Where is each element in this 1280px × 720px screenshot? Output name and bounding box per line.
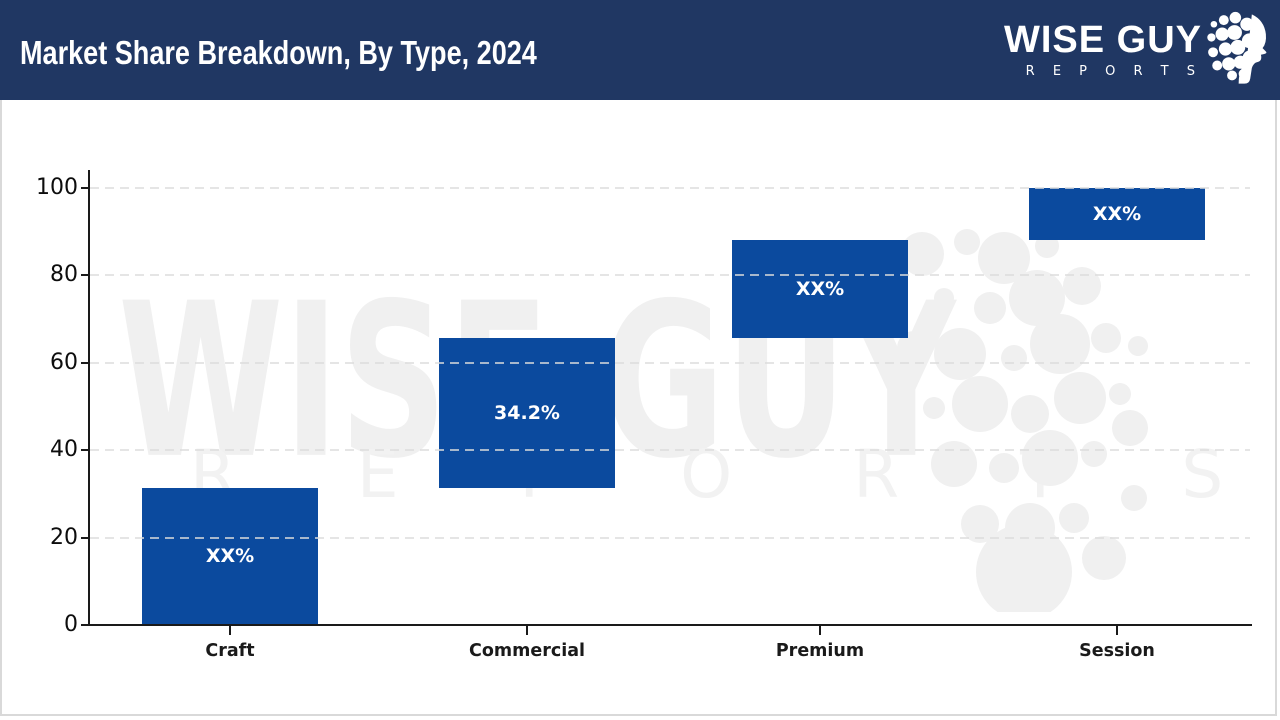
y-tick-label-100: 100 — [36, 174, 78, 200]
gridline-80 — [90, 274, 1250, 276]
y-tick-100 — [81, 186, 90, 189]
x-tick-craft — [229, 626, 231, 635]
bar-craft: XX% — [142, 487, 318, 625]
x-tick-commercial — [526, 626, 528, 635]
x-category-label-session: Session — [1079, 641, 1155, 661]
bar-commercial: 34.2% — [439, 338, 615, 488]
y-tick-label-20: 20 — [50, 524, 78, 550]
bar-session: XX% — [1029, 187, 1205, 240]
brand-logo: WISE GUY R E P O R T S — [1004, 8, 1270, 90]
brand-logo-text: WISE GUY R E P O R T S — [1004, 19, 1202, 79]
y-tick-label-0: 0 — [64, 612, 78, 637]
brand-face-icon — [1207, 11, 1267, 84]
x-tick-premium — [819, 626, 821, 635]
y-tick-60 — [81, 361, 90, 364]
header-bar: Market Share Breakdown, By Type, 2024 WI… — [0, 0, 1280, 100]
page-border — [0, 100, 1277, 716]
y-axis-spine — [88, 170, 90, 626]
x-tick-session — [1116, 626, 1118, 635]
x-axis-spine — [88, 624, 1252, 626]
x-category-label-premium: Premium — [775, 641, 865, 661]
y-tick-label-80: 80 — [50, 262, 78, 287]
bar-label-commercial: 34.2% — [494, 401, 560, 424]
brand-subname: R E P O R T S — [1025, 63, 1202, 79]
page-title: Market Share Breakdown, By Type, 2024 — [20, 34, 537, 71]
watermark-face-dots-icon — [897, 229, 1148, 612]
y-tick-0 — [81, 624, 90, 626]
gridline-20 — [90, 536, 1250, 539]
y-tick-80 — [81, 274, 90, 276]
y-tick-label-40: 40 — [50, 437, 78, 462]
gridline-60 — [90, 361, 1250, 364]
gridline-100 — [90, 186, 1250, 189]
y-tick-40 — [81, 449, 90, 451]
y-tick-label-60: 60 — [50, 349, 78, 375]
x-category-label-craft: Craft — [205, 641, 255, 661]
bar-label-session: XX% — [1092, 202, 1142, 225]
bar-label-craft: XX% — [205, 545, 255, 568]
x-category-label-commercial: Commercial — [468, 641, 585, 661]
y-tick-20 — [81, 536, 90, 539]
bar-label-premium: XX% — [795, 277, 845, 300]
gridline-40 — [90, 449, 1250, 451]
brand-name: WISE GUY — [1003, 19, 1202, 62]
bar-premium: XX% — [732, 239, 908, 338]
